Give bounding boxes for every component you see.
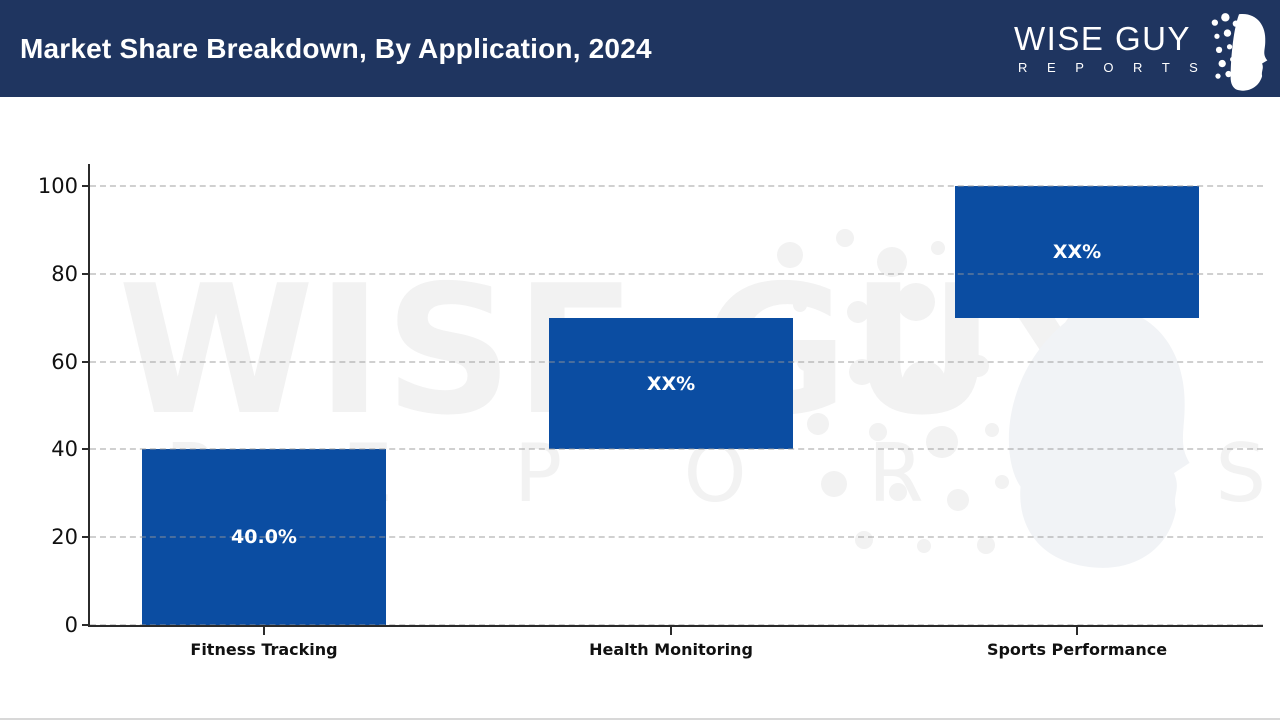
y-axis-line — [88, 164, 90, 627]
watermark-dot — [869, 423, 887, 441]
watermark-dot — [777, 242, 803, 268]
watermark-dot — [977, 536, 995, 554]
bar-value-label: XX% — [646, 372, 696, 395]
data-bar-health-monitoring — [549, 317, 793, 450]
y-tick-label: 60 — [51, 349, 78, 374]
y-tick-mark — [82, 624, 90, 626]
chart-canvas: WISE GUY R E P O R T S 40.0% XX% XX% 0 20 40 6… — [0, 97, 1280, 718]
gridline-y60 — [90, 360, 1263, 363]
y-tick-label: 100 — [37, 174, 78, 198]
gridline-y40 — [90, 448, 1263, 451]
watermark-dot — [793, 298, 807, 312]
gridline-y20 — [90, 536, 1263, 539]
watermark-dot — [995, 475, 1009, 489]
y-tick-mark — [82, 448, 90, 451]
header-bar: Market Share Breakdown, By Application, … — [0, 0, 1280, 97]
bar-value-label: 40.0% — [231, 526, 297, 549]
watermark-dot — [931, 241, 945, 255]
x-category-label: Health Monitoring — [589, 640, 753, 659]
y-tick-label: 40 — [51, 437, 78, 462]
page-title: Market Share Breakdown, By Application, … — [20, 32, 652, 64]
y-tick-label: 80 — [51, 261, 78, 286]
x-category-label: Fitness Tracking — [190, 640, 338, 659]
watermark-dot — [897, 283, 935, 321]
gridline-y80 — [90, 272, 1263, 275]
wise-guy-reports-logo: WISE GUY R E P O R T S — [1014, 10, 1268, 91]
watermark-dot — [985, 423, 999, 437]
logo-subtitle: R E P O R T S — [1018, 60, 1206, 75]
watermark-dot — [836, 229, 854, 247]
x-tick-mark — [1076, 627, 1078, 635]
watermark-dot — [889, 483, 907, 501]
bar-value-label: XX% — [1052, 240, 1102, 263]
y-tick-mark — [82, 536, 90, 539]
watermark-dot — [821, 471, 847, 497]
watermark-dot — [847, 301, 869, 323]
x-axis-line — [88, 625, 1263, 627]
watermark-dot — [849, 359, 875, 385]
x-category-label: Sports Performance — [986, 640, 1168, 659]
y-tick-mark — [82, 360, 90, 363]
logo-wordmark: WISE GUY — [1014, 20, 1192, 57]
x-tick-mark — [670, 627, 672, 635]
y-tick-mark — [82, 272, 90, 275]
watermark-dot — [917, 539, 931, 553]
watermark-dot — [926, 426, 958, 458]
logo-head-icon — [1211, 13, 1268, 91]
y-tick-label: 20 — [51, 525, 78, 550]
data-bar-sports-performance — [955, 186, 1199, 318]
watermark-dot — [902, 361, 946, 405]
x-tick-mark — [263, 627, 265, 635]
watermark-dot — [877, 247, 907, 277]
y-tick-mark — [82, 185, 90, 187]
watermark-dot — [797, 353, 815, 371]
gridline-y100 — [90, 185, 1263, 187]
y-tick-label: 0 — [64, 613, 78, 637]
watermark-dot — [855, 531, 873, 549]
watermark-dot — [807, 413, 829, 435]
watermark-dot — [967, 355, 989, 377]
watermark-dot — [947, 489, 969, 511]
data-bar-fitness-tracking — [142, 449, 386, 625]
